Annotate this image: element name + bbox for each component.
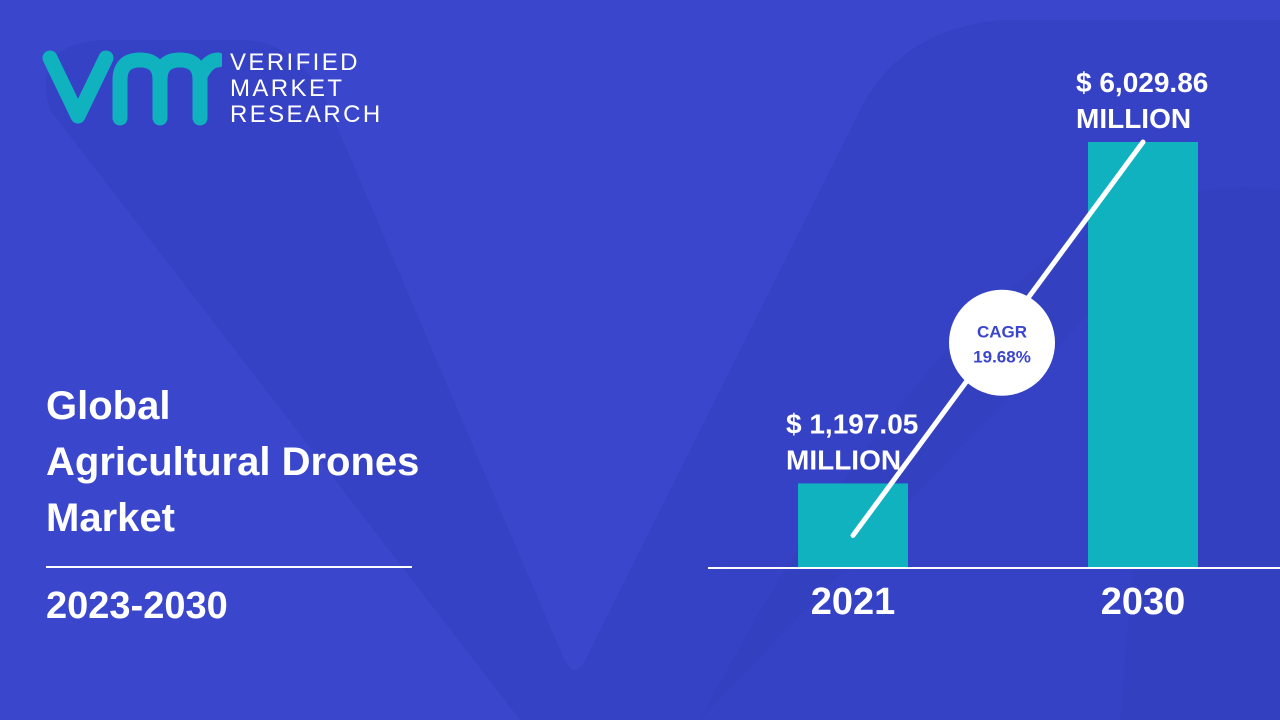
bar-2021 — [798, 483, 908, 568]
report-title: Global Agricultural Drones Market — [46, 378, 419, 546]
brand-line-3: RESEARCH — [230, 101, 383, 128]
bar-2030 — [1088, 142, 1198, 568]
brand-line-1: VERIFIED — [230, 49, 360, 76]
data-label-2021-line-2: MILLION — [786, 444, 901, 475]
x-tick-label-2030: 2030 — [1101, 581, 1186, 623]
brand-wordmark: VERIFIED MARKET RESEARCH — [230, 50, 383, 128]
vmr-logo-icon — [42, 50, 222, 126]
cagr-badge: CAGR 19.68% — [949, 289, 1055, 396]
data-label-2030-line-2: MILLION — [1076, 103, 1191, 134]
brand-logo: VERIFIED MARKET RESEARCH — [40, 46, 400, 136]
x-tick-label-2021: 2021 — [811, 581, 896, 623]
cagr-label: CAGR — [977, 323, 1027, 342]
title-line-1: Global — [46, 384, 171, 428]
forecast-period: 2023-2030 — [46, 585, 228, 627]
title-line-3: Market — [46, 496, 175, 540]
bg-v-shape — [46, 20, 1280, 720]
data-label-2021-line-1: $ 1,197.05 — [786, 408, 918, 439]
cagr-circle — [949, 289, 1055, 396]
title-divider — [46, 566, 412, 568]
data-label-2030-line-1: $ 6,029.86 — [1076, 67, 1208, 98]
title-line-2: Agricultural Drones — [46, 440, 420, 484]
cagr-value: 19.68% — [973, 348, 1031, 367]
brand-line-2: MARKET — [230, 75, 345, 102]
